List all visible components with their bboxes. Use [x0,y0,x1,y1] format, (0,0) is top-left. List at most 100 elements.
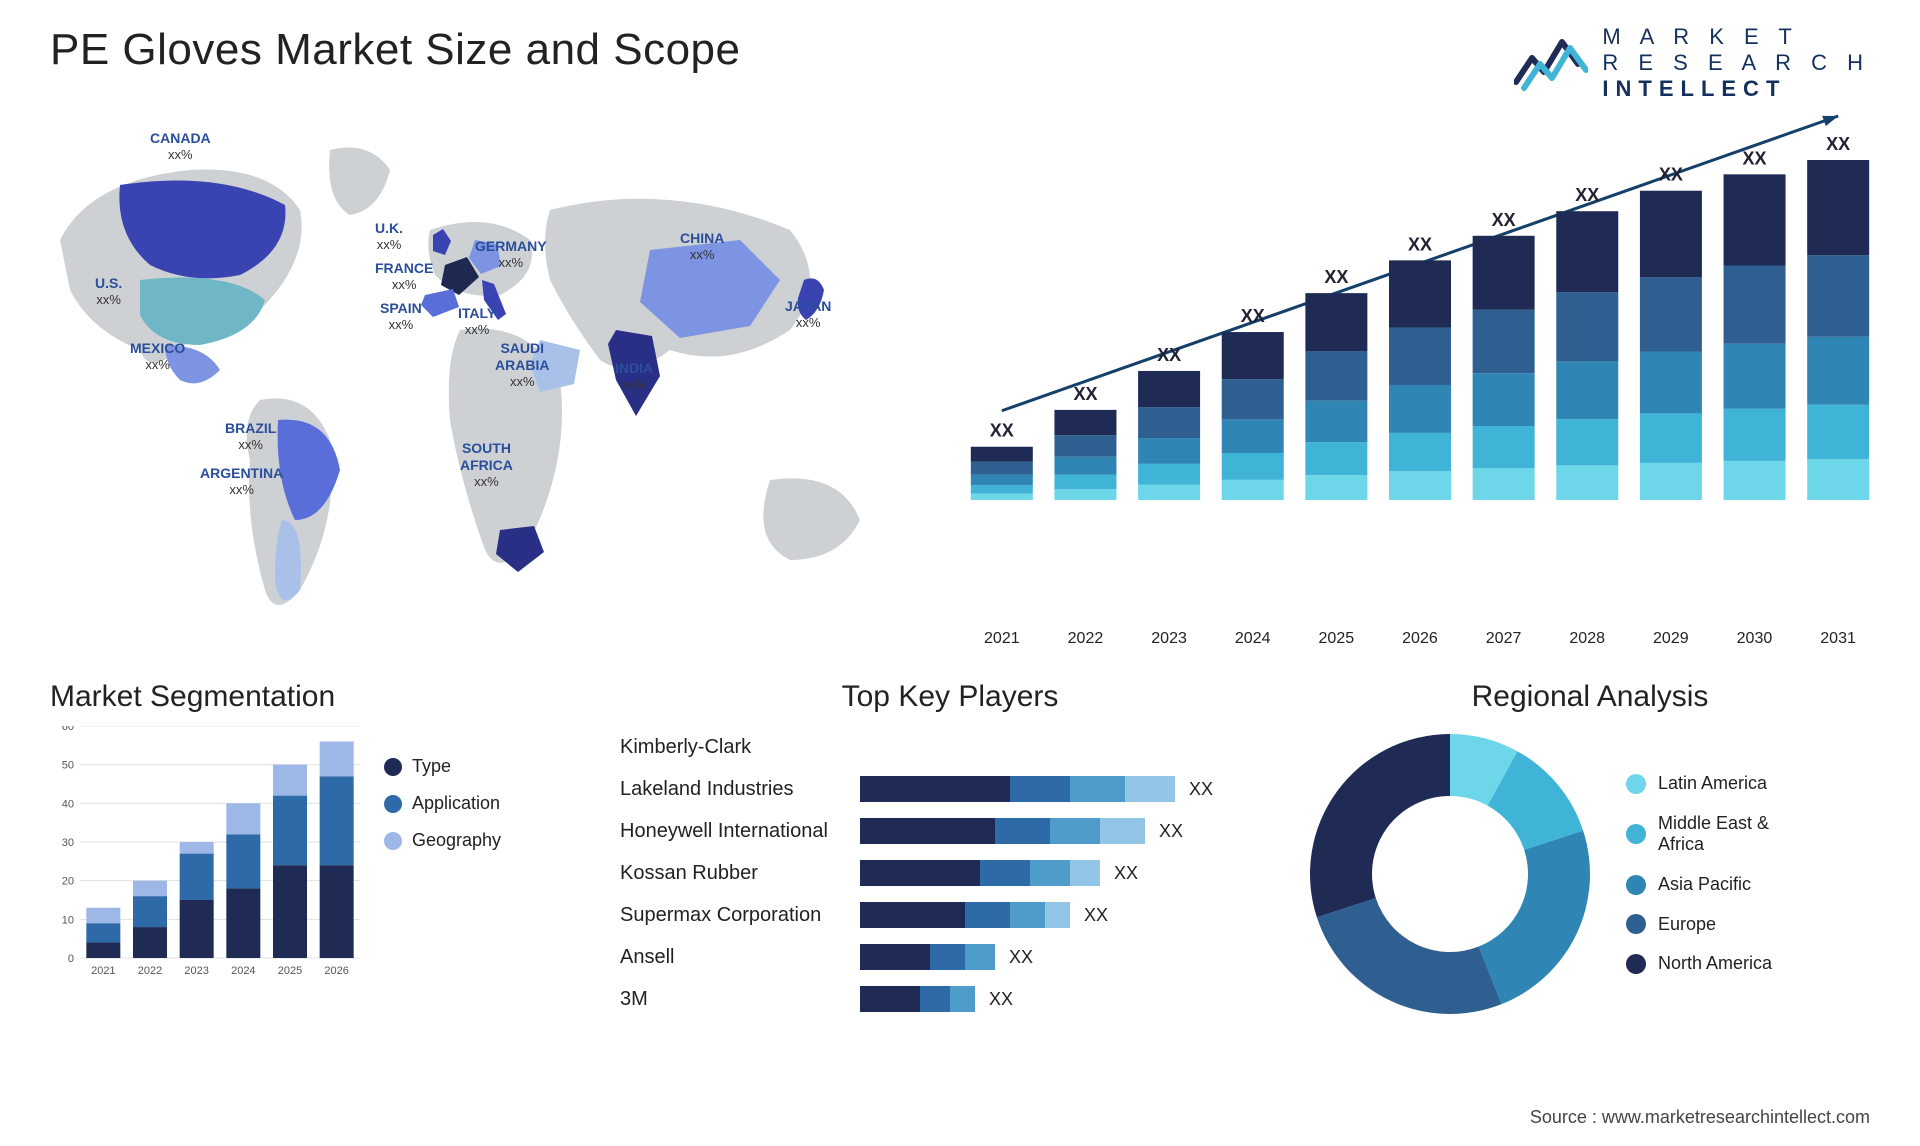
svg-text:20: 20 [62,876,74,888]
map-label-u-k-: U.K.xx% [375,220,403,252]
forecast-year: 2025 [1319,630,1355,648]
svg-text:50: 50 [62,760,74,772]
svg-text:2024: 2024 [231,965,255,977]
map-label-saudi-arabia: SAUDIARABIAxx% [495,340,549,389]
svg-text:XX: XX [990,421,1014,441]
map-label-india: INDIAxx% [615,360,653,392]
svg-text:XX: XX [1408,234,1432,254]
svg-text:XX: XX [1324,267,1348,287]
forecast-chart: XXXXXXXXXXXXXXXXXXXXXX 20212022202320242… [960,160,1880,620]
map-label-u-s-: U.S.xx% [95,275,122,307]
key-player-name: Honeywell International [620,820,860,843]
key-player-row: Ansell XX [620,936,1280,978]
key-player-bar [860,776,1175,802]
regional-legend: Latin America Middle East &Africa Asia Pac… [1626,773,1772,975]
key-player-bar [860,986,975,1012]
map-label-argentina: ARGENTINAxx% [200,465,283,497]
key-players: Top Key Players Kimberly-Clark Lakeland I… [620,680,1280,1020]
key-player-bar [860,818,1145,844]
key-players-title: Top Key Players [620,680,1280,714]
key-player-value: XX [1189,779,1213,800]
map-label-spain: SPAINxx% [380,300,422,332]
segmentation-legend: Type Application Geography [384,756,501,851]
map-label-germany: GERMANYxx% [475,238,547,270]
regional-legend-item: Latin America [1626,773,1772,795]
page-title: PE Gloves Market Size and Scope [50,25,741,75]
svg-text:XX: XX [1492,210,1516,230]
market-segmentation: Market Segmentation 0 10 20 30 40 50 60 2021 202… [50,680,550,1016]
forecast-year: 2026 [1402,630,1438,648]
svg-text:2023: 2023 [184,965,208,977]
forecast-year: 2022 [1068,630,1104,648]
svg-text:0: 0 [68,953,74,965]
regional-legend-item: Europe [1626,914,1772,936]
key-player-value: XX [1114,863,1138,884]
key-player-row: Supermax Corporation XX [620,894,1280,936]
svg-text:30: 30 [62,837,74,849]
key-player-row: Kossan Rubber XX [620,852,1280,894]
map-label-japan: JAPANxx% [785,298,831,330]
key-player-value: XX [1009,947,1033,968]
svg-text:10: 10 [62,914,74,926]
key-player-bar [860,902,1070,928]
key-player-name: Lakeland Industries [620,778,860,801]
regional-analysis: Regional Analysis Latin America Middle Ea… [1310,680,1870,1014]
forecast-year: 2024 [1235,630,1271,648]
segmentation-legend-item: Geography [384,830,501,851]
forecast-year: 2027 [1486,630,1522,648]
svg-text:XX: XX [1241,306,1265,326]
svg-text:XX: XX [1743,148,1767,168]
regional-donut [1310,734,1590,1014]
world-map-svg [30,120,910,650]
key-player-name: Supermax Corporation [620,904,860,927]
logo-mark-icon [1514,32,1588,94]
map-label-mexico: MEXICOxx% [130,340,185,372]
regional-title: Regional Analysis [1310,680,1870,714]
map-label-brazil: BRAZILxx% [225,420,276,452]
key-player-name: 3M [620,988,860,1011]
svg-text:40: 40 [62,798,74,810]
svg-text:XX: XX [1826,134,1850,154]
segmentation-legend-item: Application [384,793,501,814]
svg-text:2021: 2021 [91,965,115,977]
key-player-row: Kimberly-Clark [620,726,1280,768]
key-player-row: Honeywell International XX [620,810,1280,852]
world-map: CANADAxx%U.S.xx%MEXICOxx%BRAZILxx%ARGENT… [30,120,910,650]
forecast-year: 2029 [1653,630,1689,648]
svg-text:2026: 2026 [324,965,348,977]
map-label-italy: ITALYxx% [458,305,496,337]
forecast-year: 2030 [1737,630,1773,648]
map-label-china: CHINAxx% [680,230,724,262]
key-player-name: Kimberly-Clark [620,736,860,759]
regional-legend-item: North America [1626,953,1772,975]
key-player-value: XX [989,989,1013,1010]
map-label-south-africa: SOUTHAFRICAxx% [460,440,513,489]
forecast-year: 2028 [1569,630,1605,648]
forecast-year: 2023 [1151,630,1187,648]
key-player-value: XX [1159,821,1183,842]
key-player-row: Lakeland Industries XX [620,768,1280,810]
segmentation-title: Market Segmentation [50,680,550,714]
key-player-bar [860,944,995,970]
svg-text:2025: 2025 [278,965,302,977]
svg-text:60: 60 [62,726,74,733]
segmentation-legend-item: Type [384,756,501,777]
brand-logo: M A R K E T R E S E A R C H INTELLECT [1514,24,1870,102]
svg-text:XX: XX [1073,384,1097,404]
logo-text: M A R K E T R E S E A R C H INTELLECT [1602,24,1870,102]
svg-text:XX: XX [1659,165,1683,185]
key-player-value: XX [1084,905,1108,926]
key-player-name: Kossan Rubber [620,862,860,885]
source-text: Source : www.marketresearchintellect.com [1530,1107,1870,1128]
regional-legend-item: Middle East &Africa [1626,813,1772,856]
svg-text:XX: XX [1575,185,1599,205]
key-player-row: 3M XX [620,978,1280,1020]
forecast-year: 2021 [984,630,1020,648]
key-player-bar [860,860,1100,886]
regional-legend-item: Asia Pacific [1626,874,1772,896]
forecast-year: 2031 [1820,630,1856,648]
key-player-name: Ansell [620,946,860,969]
map-label-france: FRANCExx% [375,260,433,292]
segmentation-chart: 0102030405060202120222023202420252026 [50,726,360,1016]
svg-text:XX: XX [1157,345,1181,365]
